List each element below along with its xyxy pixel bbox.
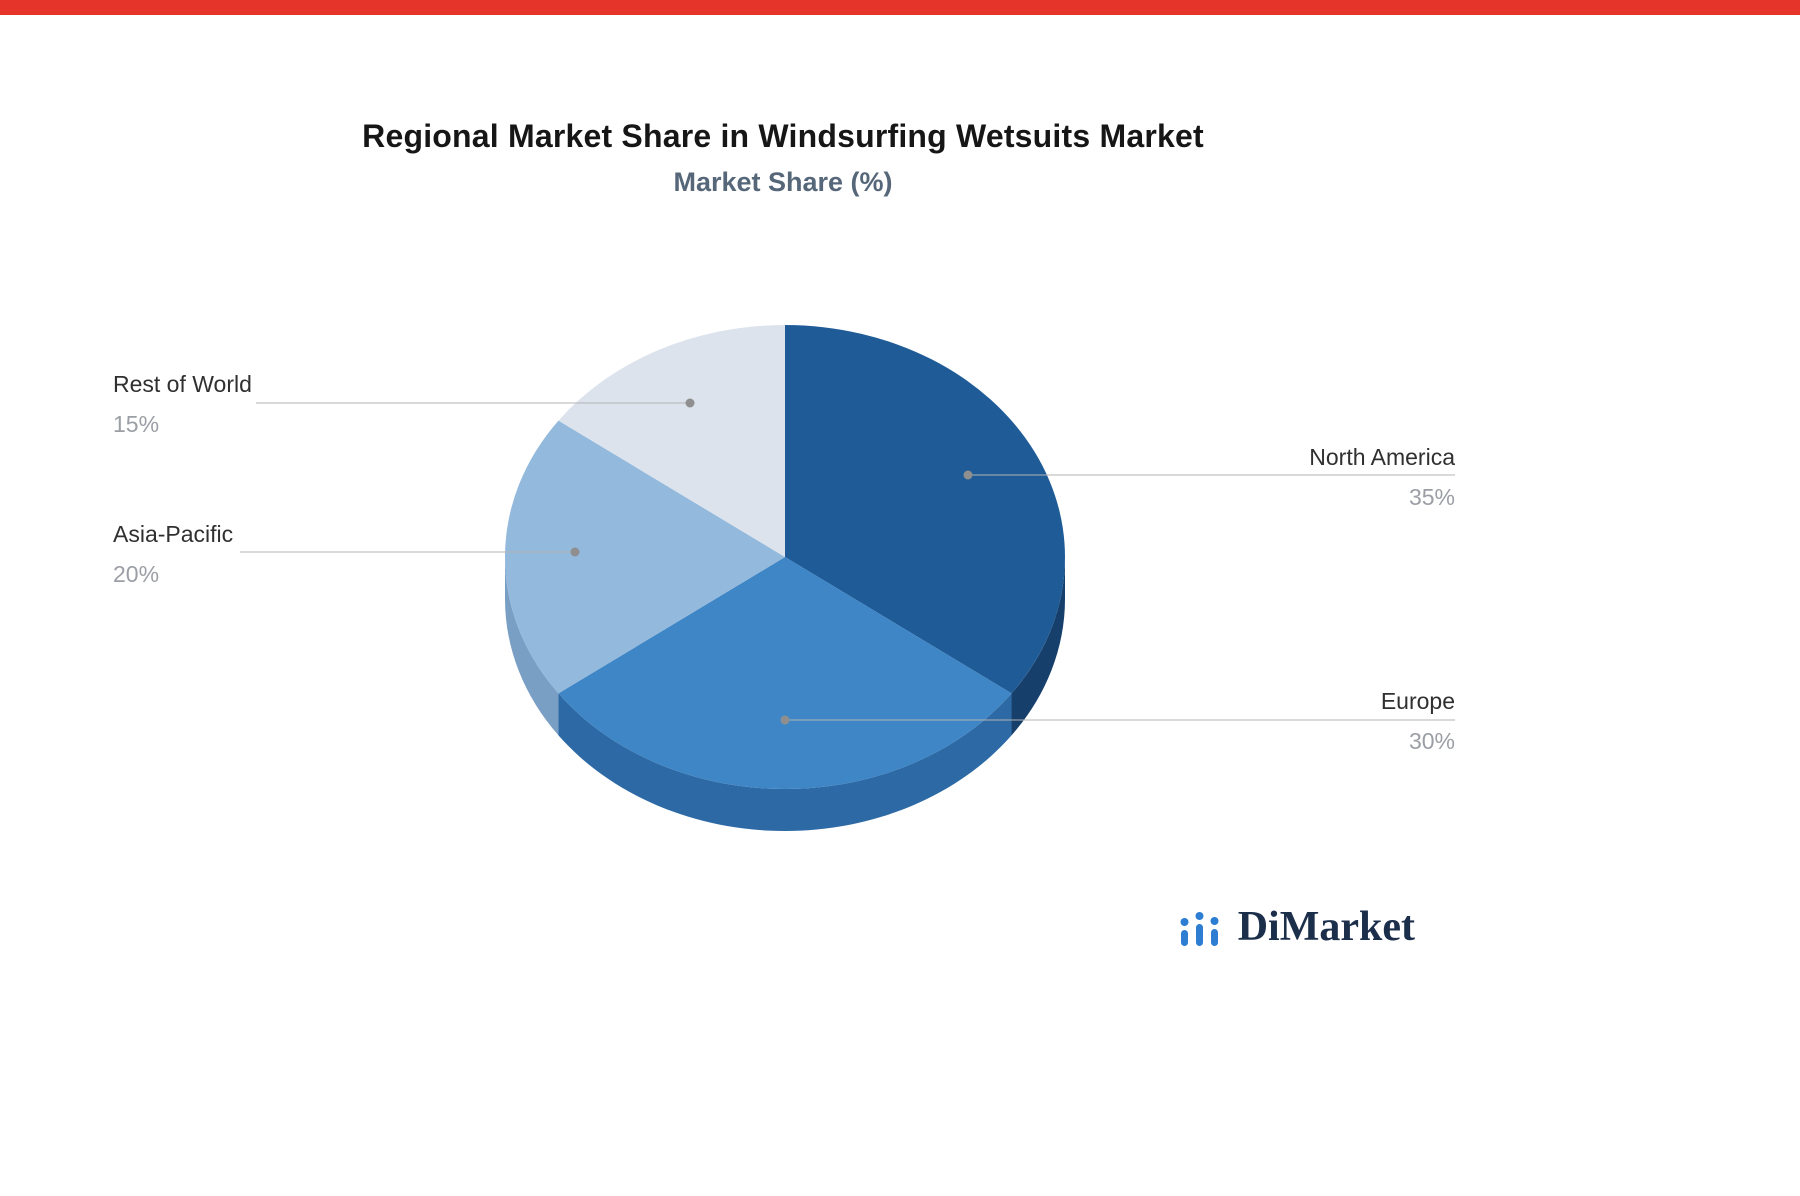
chart-title: Regional Market Share in Windsurfing Wet… [362,118,1204,154]
leader-dot-north-america [963,470,973,480]
leader-dot-rest-of-world [685,398,695,408]
pie-slice-asia-pacific[interactable] [505,420,785,694]
brand-logo: DiMarket [1177,903,1415,951]
pie-slice-north-america[interactable] [785,325,1065,694]
pie-slice-side-north-america [1011,557,1065,736]
pie-slice-side-asia-pacific [505,557,559,736]
top-accent-bar [0,0,1800,15]
pie-slice-side-europe [558,693,1012,831]
leader-dot-asia-pacific [570,547,580,557]
chart-subtitle: Market Share (%) [673,167,893,197]
bar-chart-logo-icon [1180,912,1219,946]
leader-dot-europe [780,715,790,725]
pie-slice-rest-of-world[interactable] [558,325,785,557]
pie-slice-europe[interactable] [558,557,1012,789]
brand-name: DiMarket [1237,904,1415,950]
